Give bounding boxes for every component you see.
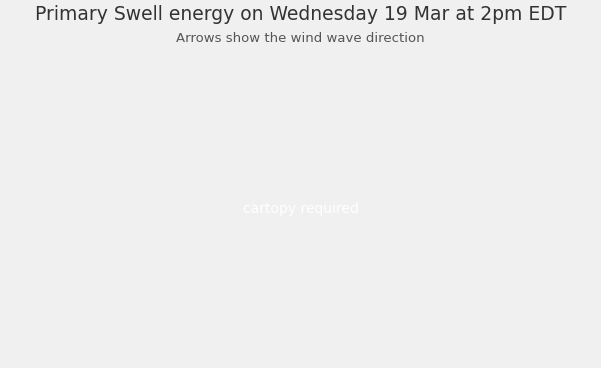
Text: Arrows show the wind wave direction: Arrows show the wind wave direction — [176, 32, 425, 45]
Text: cartopy required: cartopy required — [243, 202, 358, 216]
Text: Primary Swell energy on Wednesday 19 Mar at 2pm EDT: Primary Swell energy on Wednesday 19 Mar… — [35, 6, 566, 24]
